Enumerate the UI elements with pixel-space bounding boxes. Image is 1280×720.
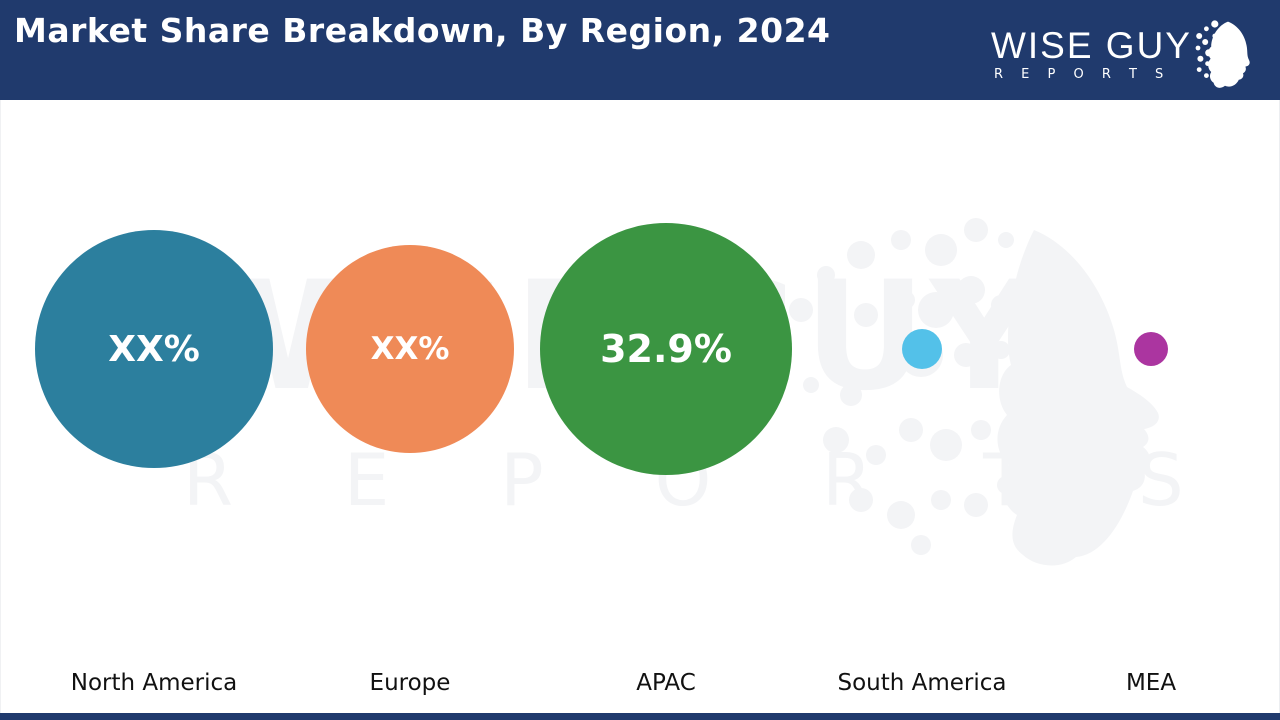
category-label-mea: MEA [1125, 670, 1177, 696]
bubble-south-america [902, 329, 942, 369]
wiseguy-face-icon [1195, 20, 1250, 88]
bubble-north-america: XX% [35, 230, 273, 468]
category-label-apac: APAC [636, 670, 696, 696]
header: Market Share Breakdown, By Region, 2024 … [0, 0, 1280, 100]
bubble-europe: XX% [306, 245, 514, 453]
watermark-face-icon [789, 218, 1159, 566]
wiseguy-logo: WISE GUY R E P O R T S [991, 18, 1254, 90]
bubble-mea [1134, 332, 1168, 366]
category-label-south-america: South America [837, 670, 1007, 696]
bubble-apac: 32.9% [540, 223, 792, 475]
footer-bar [0, 713, 1280, 720]
page-title: Market Share Breakdown, By Region, 2024 [14, 11, 831, 50]
chart-area: WISE GUY R E P O R T S XX%XX%32.9% North… [0, 100, 1280, 713]
logo-wordmark: WISE GUY [990, 24, 1192, 66]
category-label-europe: Europe [369, 670, 451, 696]
category-label-north-america: North America [70, 670, 238, 696]
logo-subtitle: R E P O R T S [993, 66, 1171, 82]
